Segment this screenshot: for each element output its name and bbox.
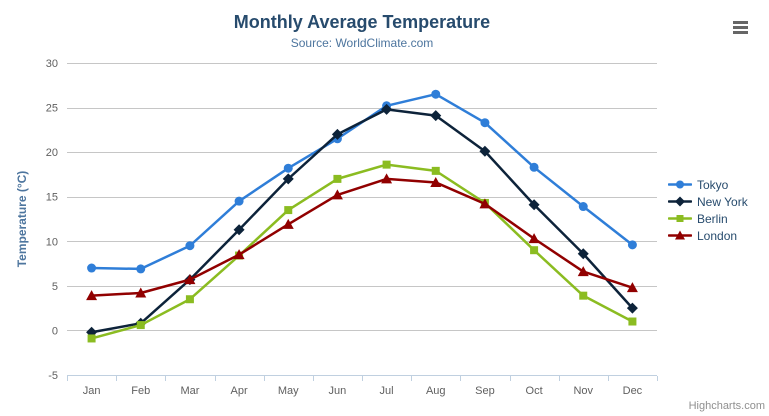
x-tick-label: May (278, 385, 299, 397)
y-tick-label: 30 (46, 58, 58, 70)
data-point-london (331, 189, 343, 200)
x-tick-label: Feb (131, 385, 150, 397)
series-line-new-york (90, 108, 634, 334)
y-tick-label: 10 (46, 236, 58, 248)
legend-circle-icon (668, 180, 692, 189)
data-point-berlin (284, 206, 293, 215)
legend-label: Tokyo (697, 177, 729, 192)
data-point-berlin (87, 334, 96, 343)
data-point-new-york (381, 103, 393, 115)
y-tick-label: 0 (52, 325, 58, 337)
data-point-tokyo (87, 263, 97, 273)
legend-label: New York (697, 194, 748, 209)
y-tick-label: 15 (46, 192, 58, 204)
series-line-tokyo (90, 92, 634, 271)
data-point-new-york (479, 145, 491, 157)
data-point-tokyo (578, 202, 588, 212)
legend-item-london[interactable]: London (668, 227, 748, 244)
legend-triangle-icon (668, 230, 692, 240)
x-tick-label: Oct (526, 385, 543, 397)
data-point-berlin (530, 246, 539, 255)
legend-item-tokyo[interactable]: Tokyo (668, 176, 748, 193)
x-tick-label: Mar (180, 385, 199, 397)
legend-label: Berlin (697, 211, 728, 226)
y-tick-label: 20 (46, 147, 58, 159)
data-point-london (135, 287, 147, 298)
credits-link[interactable]: Highcharts.com (688, 400, 765, 412)
data-point-new-york (577, 248, 589, 260)
hamburger-icon (733, 21, 748, 24)
data-point-tokyo (283, 163, 293, 173)
legend-item-berlin[interactable]: Berlin (668, 210, 748, 227)
data-point-berlin (628, 317, 637, 326)
data-point-london (233, 249, 245, 260)
x-tick-label: Jul (380, 385, 394, 397)
y-axis-title: Temperature (°C) (15, 171, 29, 268)
data-point-new-york (430, 110, 442, 122)
data-point-new-york (626, 302, 638, 314)
data-point-tokyo (136, 264, 146, 274)
data-point-london (430, 176, 442, 187)
data-point-new-york (282, 173, 294, 185)
y-tick-label: 5 (52, 281, 58, 293)
legend-marker-diamond (675, 196, 685, 207)
data-point-london (479, 198, 491, 209)
data-point-london (577, 266, 589, 277)
legend-item-new-york[interactable]: New York (668, 193, 748, 210)
data-point-london (282, 218, 294, 229)
legend-square-icon (668, 215, 692, 222)
legend-marker-square (676, 215, 684, 222)
data-point-london (86, 290, 98, 301)
y-tick-label: 25 (46, 103, 58, 115)
data-point-new-york (528, 199, 540, 211)
data-point-london (626, 282, 638, 293)
data-point-berlin (185, 295, 194, 304)
data-point-london (184, 274, 196, 285)
legend-diamond-icon (668, 196, 692, 207)
hamburger-icon (733, 26, 748, 29)
data-point-berlin (382, 160, 391, 169)
data-point-tokyo (431, 89, 441, 99)
legend-marker-circle (676, 180, 684, 189)
y-tick-label: -5 (48, 370, 58, 382)
data-point-berlin (136, 321, 145, 330)
data-point-tokyo (529, 162, 539, 172)
data-point-tokyo (627, 240, 637, 250)
data-point-tokyo (234, 196, 244, 206)
x-tick-label: Nov (573, 385, 593, 397)
x-tick-label: Aug (426, 385, 446, 397)
series-line-berlin (90, 163, 634, 340)
chart-title: Monthly Average Temperature (233, 12, 491, 32)
data-point-new-york (233, 224, 245, 236)
x-tick-label: Jun (329, 385, 347, 397)
export-menu-button[interactable] (733, 21, 748, 34)
legend: Tokyo New York Berlin London (668, 176, 748, 244)
x-tick-label: Jan (83, 385, 101, 397)
hamburger-icon (733, 31, 748, 34)
data-point-berlin (431, 166, 440, 175)
chart-subtitle: Source: WorldClimate.com (290, 36, 434, 50)
data-point-london (528, 233, 540, 244)
data-point-london (381, 173, 393, 184)
legend-label: London (697, 228, 738, 243)
data-point-tokyo (480, 118, 490, 128)
legend-marker-triangle (675, 230, 685, 240)
data-point-new-york (331, 128, 343, 140)
x-tick-label: Sep (475, 385, 495, 397)
data-point-tokyo (185, 241, 195, 251)
x-tick-label: Dec (623, 385, 643, 397)
data-point-berlin (333, 174, 342, 183)
series-line-london (90, 177, 634, 297)
x-tick-label: Apr (231, 385, 248, 397)
data-point-berlin (579, 291, 588, 300)
